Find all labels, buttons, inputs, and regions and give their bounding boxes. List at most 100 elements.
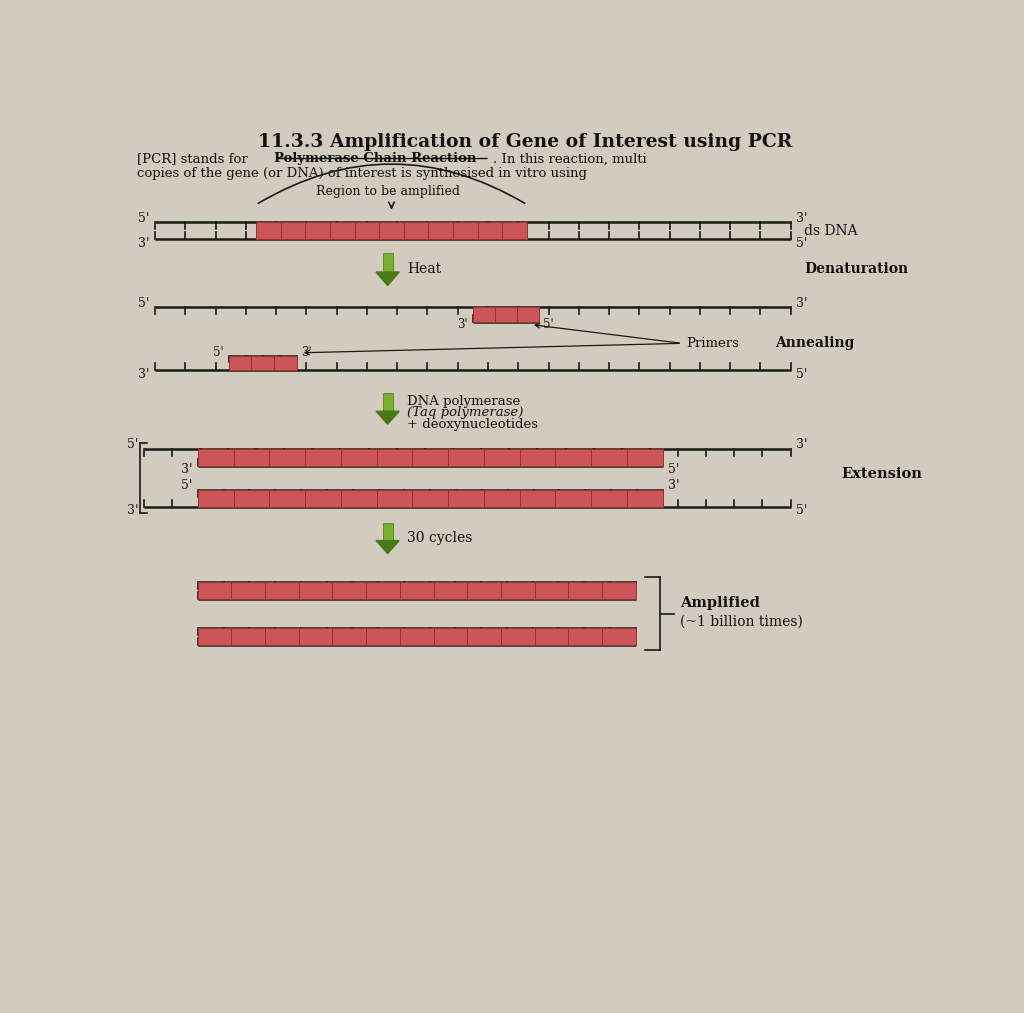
Bar bbox=[377, 449, 413, 466]
Bar bbox=[627, 449, 663, 466]
Bar bbox=[198, 628, 231, 645]
Bar bbox=[231, 628, 265, 645]
Bar bbox=[433, 628, 467, 645]
Text: 30 cycles: 30 cycles bbox=[407, 531, 472, 545]
Bar bbox=[403, 223, 428, 239]
Text: 5': 5' bbox=[127, 439, 138, 452]
Bar bbox=[517, 307, 539, 321]
Bar bbox=[269, 449, 305, 466]
Bar bbox=[233, 449, 269, 466]
Bar bbox=[333, 582, 367, 599]
Bar bbox=[484, 449, 519, 466]
Bar bbox=[495, 307, 517, 321]
Bar bbox=[256, 223, 281, 239]
Text: 3': 3' bbox=[138, 237, 150, 250]
Bar bbox=[591, 489, 627, 506]
Bar bbox=[555, 449, 591, 466]
Bar bbox=[228, 356, 252, 371]
Text: (Taq polymerase): (Taq polymerase) bbox=[407, 406, 523, 419]
Bar bbox=[341, 489, 377, 506]
Text: ds DNA: ds DNA bbox=[804, 224, 857, 238]
Bar bbox=[379, 223, 403, 239]
Bar bbox=[413, 489, 449, 506]
Bar bbox=[428, 223, 454, 239]
Bar bbox=[555, 489, 591, 506]
Bar bbox=[602, 628, 636, 645]
Text: 11.3.3 Amplification of Gene of Interest using PCR: 11.3.3 Amplification of Gene of Interest… bbox=[258, 133, 792, 151]
Text: Extension: Extension bbox=[841, 467, 922, 481]
Bar bbox=[265, 582, 299, 599]
Bar bbox=[377, 489, 413, 506]
Text: 3': 3' bbox=[458, 318, 468, 331]
Bar bbox=[519, 449, 555, 466]
Text: Heat: Heat bbox=[407, 262, 441, 277]
Text: 3': 3' bbox=[302, 346, 312, 360]
Bar bbox=[233, 489, 269, 506]
Text: 3': 3' bbox=[796, 439, 808, 452]
Bar bbox=[413, 449, 449, 466]
Bar bbox=[305, 489, 341, 506]
Text: DNA polymerase: DNA polymerase bbox=[407, 395, 520, 407]
Text: (~1 billion times): (~1 billion times) bbox=[680, 614, 803, 628]
Bar bbox=[449, 449, 484, 466]
Bar bbox=[198, 489, 233, 506]
Text: 3': 3' bbox=[796, 212, 808, 225]
Bar bbox=[568, 628, 602, 645]
Text: 5': 5' bbox=[544, 318, 554, 331]
Bar bbox=[330, 223, 354, 239]
Bar bbox=[568, 582, 602, 599]
Bar bbox=[501, 582, 535, 599]
Bar bbox=[383, 253, 392, 271]
Bar bbox=[503, 223, 527, 239]
Text: 5': 5' bbox=[138, 212, 150, 225]
Text: 5': 5' bbox=[138, 297, 150, 310]
Text: 5': 5' bbox=[213, 346, 224, 360]
Bar bbox=[367, 628, 399, 645]
Bar bbox=[333, 628, 367, 645]
Bar bbox=[478, 223, 503, 239]
Text: 5': 5' bbox=[181, 479, 193, 492]
Bar bbox=[341, 449, 377, 466]
Bar bbox=[535, 628, 568, 645]
Bar bbox=[473, 307, 495, 321]
Text: 3': 3' bbox=[138, 368, 150, 381]
Text: Denaturation: Denaturation bbox=[804, 262, 908, 277]
Text: 5': 5' bbox=[669, 463, 680, 476]
Bar bbox=[299, 582, 333, 599]
Text: Polymerase Chain Reaction: Polymerase Chain Reaction bbox=[274, 152, 477, 165]
Text: 5': 5' bbox=[796, 368, 808, 381]
Text: 3': 3' bbox=[127, 503, 138, 517]
Bar bbox=[198, 449, 233, 466]
Bar bbox=[399, 582, 433, 599]
Bar bbox=[252, 356, 274, 371]
Bar bbox=[231, 582, 265, 599]
Bar bbox=[433, 582, 467, 599]
Bar bbox=[305, 223, 330, 239]
Bar bbox=[367, 582, 399, 599]
Text: Primers: Primers bbox=[686, 336, 739, 349]
Bar bbox=[454, 223, 478, 239]
Text: 3': 3' bbox=[181, 463, 193, 476]
Bar bbox=[299, 628, 333, 645]
Bar bbox=[484, 489, 519, 506]
Text: 5': 5' bbox=[796, 503, 808, 517]
Bar bbox=[627, 489, 663, 506]
Bar bbox=[198, 582, 231, 599]
Bar bbox=[519, 489, 555, 506]
Text: 5': 5' bbox=[796, 237, 808, 250]
Text: 3': 3' bbox=[669, 479, 680, 492]
Bar bbox=[305, 449, 341, 466]
Text: + deoxynucleotides: + deoxynucleotides bbox=[407, 417, 538, 431]
Bar bbox=[399, 628, 433, 645]
Bar bbox=[449, 489, 484, 506]
Text: Region to be amplified: Region to be amplified bbox=[315, 185, 460, 199]
Bar bbox=[274, 356, 297, 371]
Polygon shape bbox=[376, 271, 399, 286]
Bar bbox=[269, 489, 305, 506]
Bar bbox=[467, 582, 501, 599]
Text: Annealing: Annealing bbox=[775, 336, 854, 350]
Bar bbox=[265, 628, 299, 645]
Bar bbox=[535, 582, 568, 599]
Bar bbox=[383, 523, 392, 541]
Text: 3': 3' bbox=[796, 297, 808, 310]
